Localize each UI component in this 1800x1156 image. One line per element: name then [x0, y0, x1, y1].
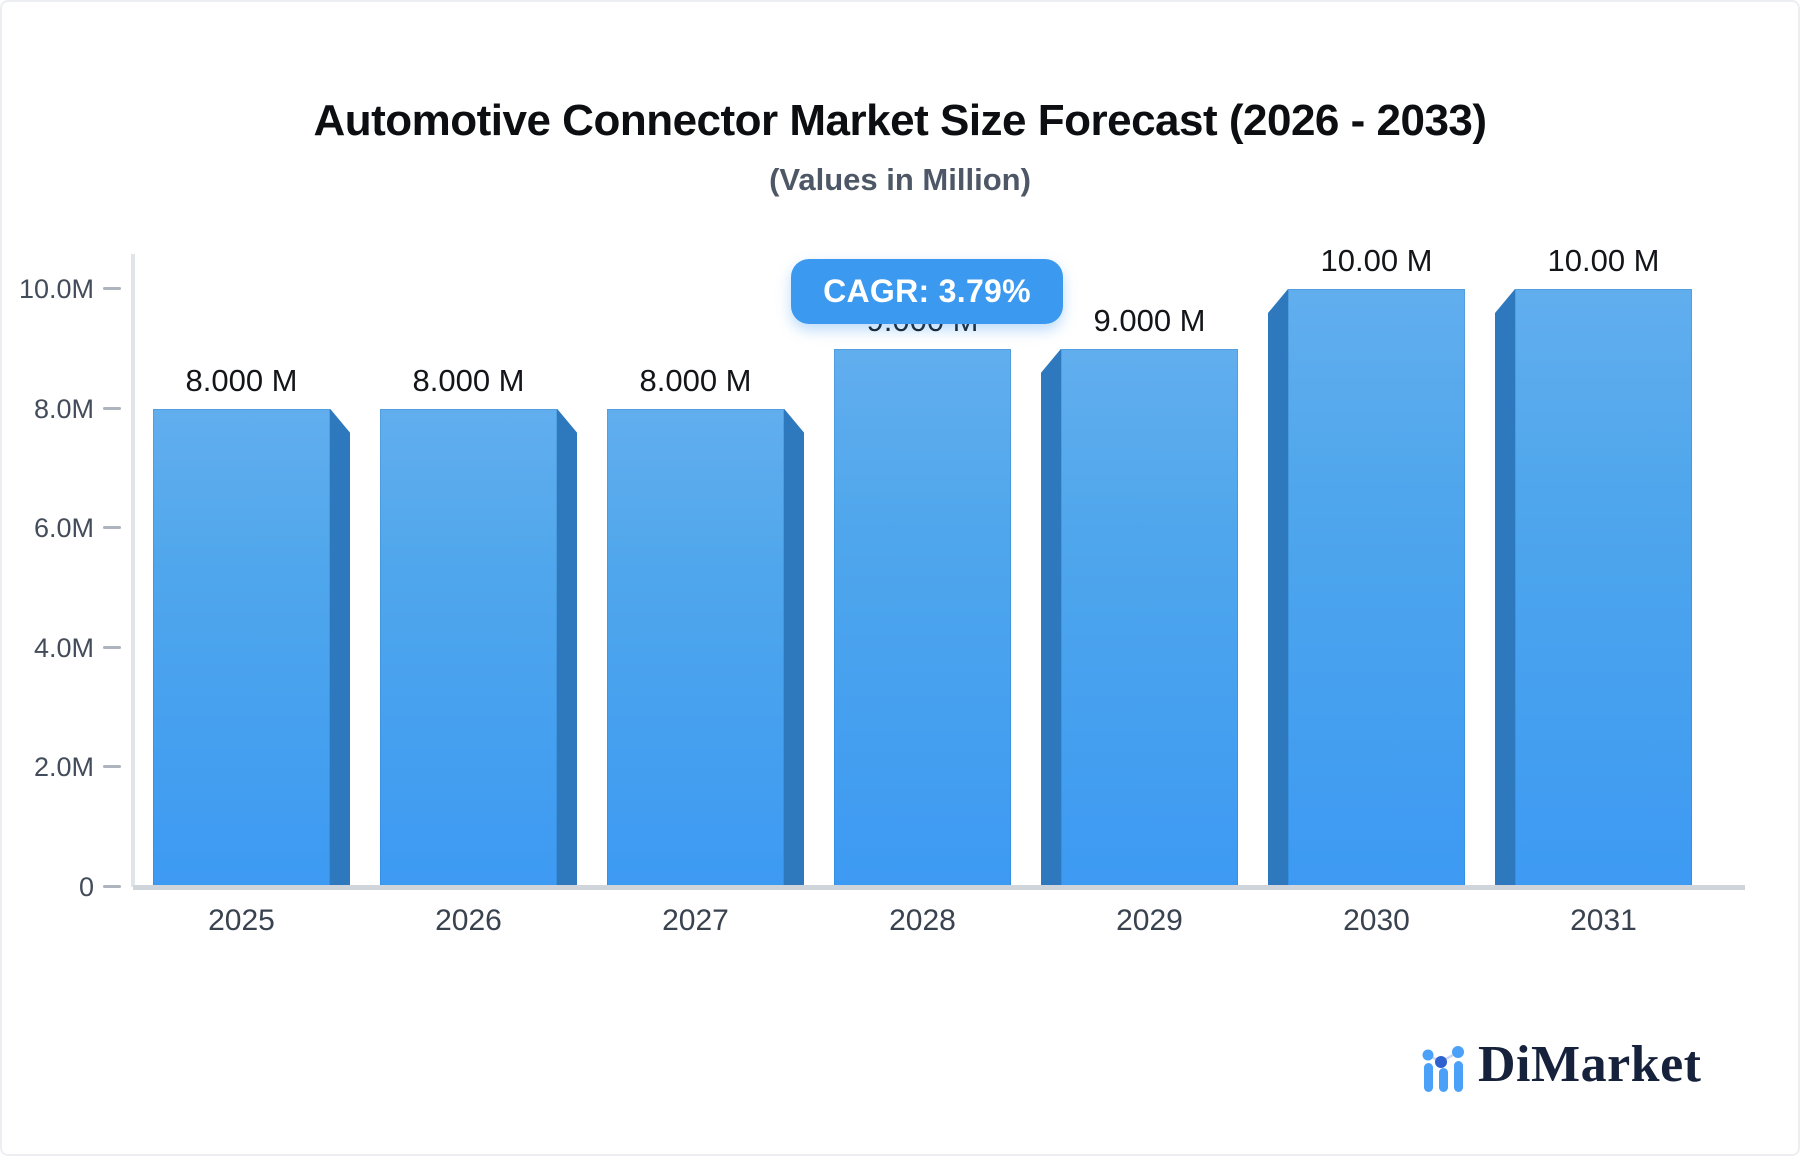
y-tick-mark [103, 885, 121, 888]
y-tick-label-4.0M: 4.0M [33, 632, 94, 663]
y-tick-label-8.0M: 8.0M [33, 393, 94, 424]
y-tick-mark [103, 765, 121, 769]
x-axis-label-2030: 2030 [1343, 904, 1410, 937]
y-tick-label-0: 0 [78, 872, 94, 902]
bar-value-label-2025: 8.000 M [185, 362, 298, 398]
x-axis-label-2026: 2026 [435, 904, 502, 937]
bar-3d-side-2031 [1495, 289, 1515, 888]
brand-logo-text: DiMarket [1478, 1036, 1702, 1093]
bar-2025[interactable] [153, 408, 330, 888]
bar-3d-side-2030 [1268, 289, 1288, 888]
x-axis-label-2029: 2029 [1116, 904, 1183, 937]
y-tick-mark [103, 287, 121, 290]
y-tick-label-6.0M: 6.0M [33, 513, 94, 544]
x-axis-label-2028: 2028 [889, 904, 956, 937]
chart-title: Automotive Connector Market Size Forecas… [313, 96, 1487, 145]
bar-2031[interactable] [1515, 289, 1692, 888]
bar-3d-side-2025 [330, 408, 350, 888]
bar-value-label-2029: 9.000 M [1093, 302, 1206, 338]
y-tick-mark [103, 645, 121, 649]
y-tick-label-2.0M: 2.0M [33, 752, 94, 783]
y-tick-label-10.0M: 10.0M [18, 274, 94, 304]
x-axis-label-2025: 2025 [208, 904, 275, 937]
bar-3d-side-2027 [784, 408, 804, 888]
bar-2029[interactable] [1061, 348, 1238, 888]
cagr-badge-label: CAGR: 3.79% [823, 273, 1031, 309]
bar-value-label-2027: 8.000 M [639, 362, 752, 398]
brand-logo[interactable]: DiMarket [1416, 1038, 1701, 1092]
x-axis-label-2027: 2027 [662, 904, 729, 937]
bar-chart-logo-icon [1422, 1046, 1464, 1092]
bar-2026[interactable] [380, 408, 557, 888]
cagr-badge: CAGR: 3.79% [791, 259, 1063, 324]
bar-2027[interactable] [607, 408, 784, 888]
y-tick-mark [103, 406, 121, 410]
bar-2028[interactable] [834, 348, 1011, 888]
y-axis-line [131, 254, 135, 887]
chart-subtitle: (Values in Million) [769, 162, 1031, 197]
bar-3d-side-2029 [1041, 348, 1061, 888]
bar-3d-side-2026 [557, 408, 577, 888]
bar-2030[interactable] [1288, 289, 1465, 888]
bar-value-label-2030: 10.00 M [1320, 243, 1433, 278]
x-axis-baseline [133, 885, 1745, 890]
y-tick-mark [103, 526, 121, 530]
bar-value-label-2031: 10.00 M [1547, 243, 1660, 278]
x-axis-label-2031: 2031 [1570, 904, 1637, 937]
bar-value-label-2026: 8.000 M [412, 362, 525, 398]
